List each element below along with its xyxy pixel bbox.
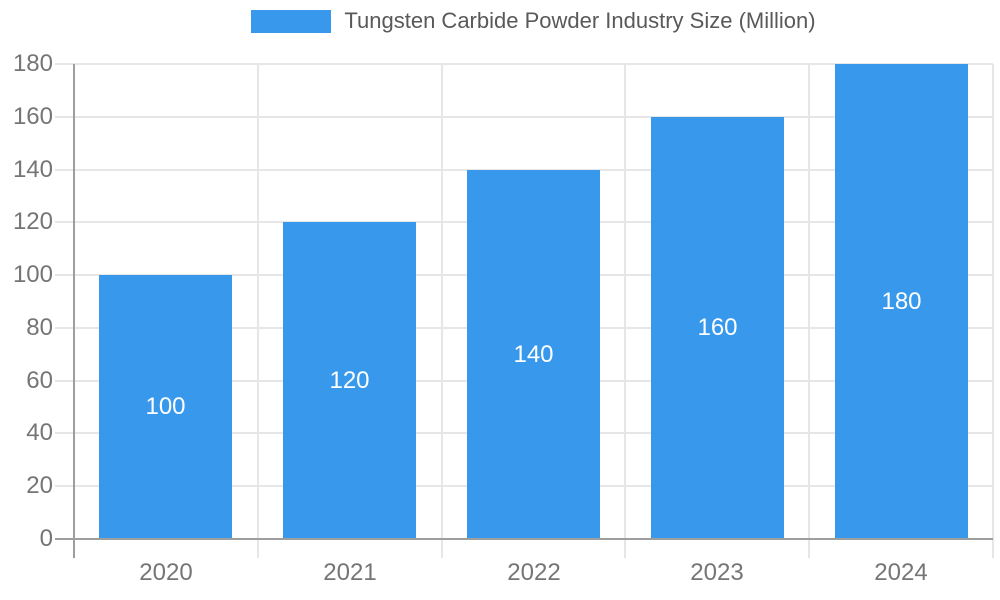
chart-legend: Tungsten Carbide Powder Industry Size (M… [74,8,993,34]
y-tick-label: 20 [26,472,53,500]
category-gridline [992,64,994,558]
y-tick-label: 0 [39,525,53,552]
x-tick-label: 2022 [507,559,561,586]
bar: 100 [99,275,232,539]
y-gridline [55,115,993,118]
bar: 180 [835,64,968,539]
category-gridline [624,64,626,558]
y-tick-label: 40 [26,419,53,447]
bar: 160 [651,117,784,539]
y-tick-label: 100 [12,261,53,289]
y-gridline [55,168,993,171]
x-tick-label: 2023 [690,559,744,586]
bar-value-label: 100 [145,393,186,420]
y-tick-label: 80 [26,313,53,341]
y-tick-label: 140 [12,155,53,183]
y-axis-line [73,64,75,558]
category-gridline [257,64,259,558]
y-tick-label: 120 [12,208,53,236]
bar-value-label: 180 [881,287,922,315]
bar-value-label: 120 [329,366,370,394]
legend-label: Tungsten Carbide Powder Industry Size (M… [344,8,816,33]
category-gridline [441,64,443,558]
legend-swatch [251,9,332,33]
y-tick-label: 60 [26,366,53,394]
x-tick-label: 2024 [874,559,928,586]
plot-area: 0 20 40 60 80 100 120 140 160 180 100 2020 120 2021 14… [13,52,994,586]
x-axis-line [55,538,993,540]
x-tick-label: 2020 [139,559,193,586]
category-gridline [808,64,810,558]
x-tick-label: 2021 [323,559,377,586]
y-gridline [55,63,993,65]
y-tick-label: 160 [12,102,53,130]
bar-value-label: 160 [697,314,738,341]
y-tick-label: 180 [12,50,53,77]
bar-value-label: 140 [513,340,554,368]
bar: 120 [283,222,416,539]
bar: 140 [467,170,600,539]
